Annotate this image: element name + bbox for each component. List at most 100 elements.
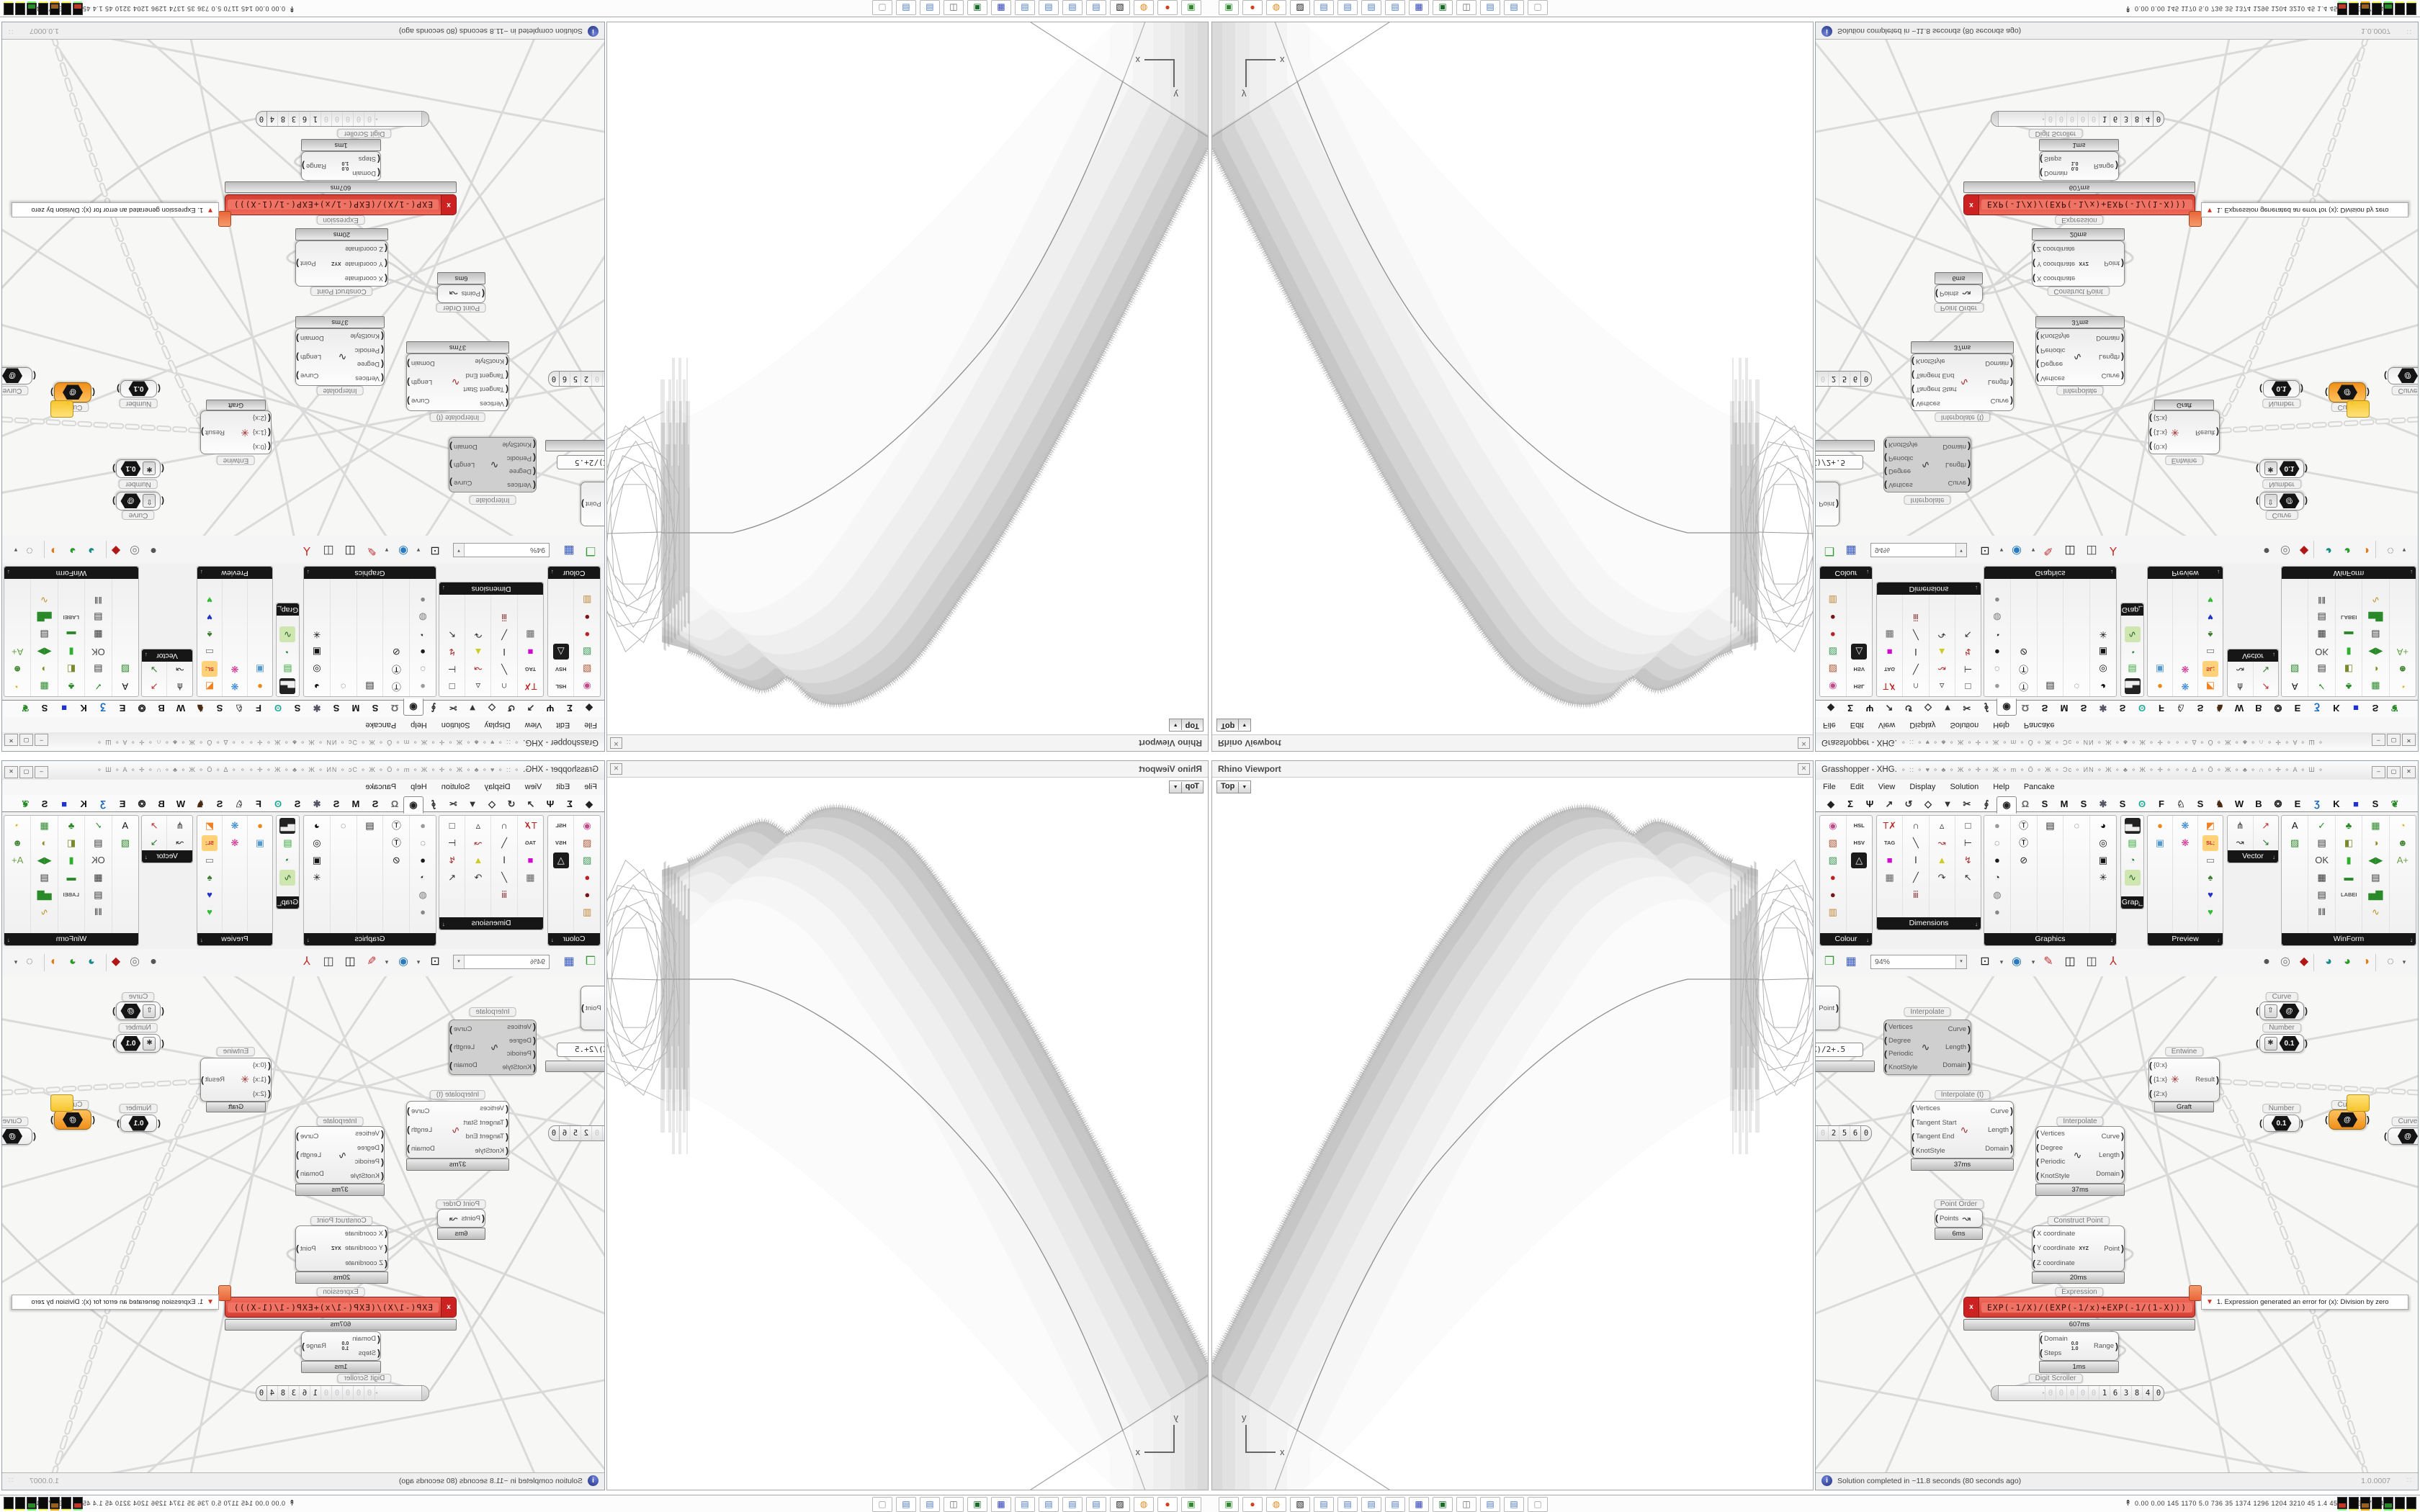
output-port[interactable]: ) xyxy=(2115,161,2118,171)
number-param-2[interactable]: (0.1) xyxy=(117,1115,161,1132)
pie-chart-icon[interactable]: ◑ xyxy=(41,837,48,848)
output-port[interactable]: ) xyxy=(407,1125,410,1135)
list-icon[interactable]: ▤ xyxy=(2371,629,2380,640)
number-param-1[interactable]: (✱ 0.1) xyxy=(112,1034,164,1053)
tag-icon[interactable]: TAG xyxy=(1883,666,1896,672)
line-chart-icon[interactable]: ∿ xyxy=(2371,595,2380,606)
tab-s1[interactable]: S xyxy=(372,798,379,809)
close-icon[interactable]: ✕ xyxy=(610,737,622,749)
monitor-sphere-icon[interactable]: ▣ xyxy=(255,837,265,848)
grid-green-icon[interactable]: ▦ xyxy=(40,820,49,831)
pie-globe-icon[interactable]: ◔ xyxy=(284,855,291,865)
cube-green-icon[interactable]: ◧ xyxy=(66,837,76,848)
canvas-zoom-input[interactable]: 94% ▾ xyxy=(1870,543,1967,557)
menu-item-pancake[interactable]: Pancake xyxy=(365,783,397,791)
curve-red-icon[interactable]: ↝ xyxy=(474,837,483,848)
maximize-icon[interactable]: ▢ xyxy=(19,734,33,746)
tab-e[interactable]: E xyxy=(119,703,126,714)
grasshopper-titlebar[interactable]: Grasshopper - XHG. ⚬ :: ⚬ ♥ ⚬ ♣ ⚬ Ж ⚬ ✛ … xyxy=(2,761,604,780)
tab-curve[interactable]: ↺ xyxy=(1904,798,1913,809)
output-port[interactable]: ) xyxy=(302,161,305,171)
tab-brain[interactable]: ❂ xyxy=(2274,798,2282,809)
app-disk-icon[interactable]: ▦ xyxy=(991,1497,1011,1512)
heart-mesh-icon[interactable]: ♥ xyxy=(2208,612,2213,623)
input-port[interactable]: ( xyxy=(2384,371,2387,381)
input-port[interactable]: ( xyxy=(268,1060,271,1071)
dim-horizontal-icon[interactable]: ⊢ xyxy=(447,664,457,675)
selection-region-button[interactable]: ◌ xyxy=(2387,955,2394,968)
sort-icon[interactable]: ⋔ xyxy=(176,820,184,831)
ribbon-panel-label[interactable]: Graphics ↓ xyxy=(1984,933,2116,945)
ellipse-icon[interactable]: ● xyxy=(420,595,426,606)
digit-cell-decimal[interactable]: 0 xyxy=(1860,372,1871,386)
spheres-cool-icon[interactable]: ❋ xyxy=(230,820,239,831)
sort-icon[interactable]: ⋔ xyxy=(2236,820,2244,831)
dim-horizontal-icon[interactable]: ⊢ xyxy=(1963,837,1973,848)
text-outline-icon[interactable]: Ⓣ xyxy=(2019,820,2029,831)
sphere-green-button[interactable]: ◕ xyxy=(69,544,76,557)
tab-display-selected[interactable]: ◉ xyxy=(1996,796,2017,814)
ribbon-panel-label[interactable]: Graphics ↓ xyxy=(304,567,436,579)
digit-cell[interactable]: 4 xyxy=(267,112,278,126)
blob-icon[interactable]: ● xyxy=(420,647,426,657)
input-port[interactable]: ( xyxy=(533,1022,536,1032)
tab-m[interactable]: M xyxy=(351,798,360,809)
arrows-green-icon[interactable]: ↘ xyxy=(2262,837,2270,847)
arrows-green-icon[interactable]: ↘ xyxy=(2262,665,2270,675)
tab-plant[interactable]: ❦ xyxy=(21,703,30,714)
speaker-button[interactable]: ◫ xyxy=(323,544,334,557)
expression-error[interactable]: x EXP(-1/X)/(EXP(-1/x)+EXP(-1/(1-X))) xyxy=(225,194,457,215)
tab-m[interactable]: M xyxy=(2060,798,2069,809)
range[interactable]: (Domain(Steps 0.0 1.0 Range) xyxy=(2039,151,2119,181)
output-port[interactable]: ) xyxy=(2216,1074,2219,1085)
tab-f[interactable]: F xyxy=(2159,798,2164,809)
app-notepad2-icon[interactable]: ▤ xyxy=(1337,0,1358,15)
app-gimp-icon[interactable]: ▧ xyxy=(1110,0,1130,15)
panel-expand-icon[interactable]: ↓ xyxy=(307,937,310,943)
input-port[interactable]: ( xyxy=(2325,1115,2328,1125)
input-port[interactable]: ( xyxy=(1884,1022,1887,1032)
input-port[interactable]: ( xyxy=(2033,1243,2035,1254)
app-scroll2-icon[interactable]: ▤ xyxy=(896,1497,916,1512)
ellipse-orange-icon[interactable]: ● xyxy=(2157,681,2163,692)
app-scroll2-icon[interactable]: ▤ xyxy=(1504,0,1524,15)
dim-ticks-icon[interactable]: ⅲ xyxy=(1912,612,1919,623)
panel-expand-icon[interactable]: ↓ xyxy=(2138,606,2141,612)
output-port[interactable]: ) xyxy=(2121,352,2124,362)
cage-icon[interactable]: □ xyxy=(1965,681,1971,692)
output-port[interactable]: ) xyxy=(201,427,204,438)
curve-red-icon[interactable]: ↝ xyxy=(474,664,483,675)
line-icon[interactable]: ╲ xyxy=(1912,664,1919,675)
app-scroll1-icon[interactable]: ▤ xyxy=(1480,0,1500,15)
interpolate-1[interactable]: (Vertices(Degree(Periodic(KnotStyle ∿ Curv… xyxy=(1883,437,1971,492)
ring-icon[interactable]: ◔ xyxy=(1994,872,2000,883)
tab-sets[interactable]: Ψ xyxy=(1865,703,1874,714)
pie-chart-icon[interactable]: ◑ xyxy=(41,664,48,675)
digit-cell-decimal[interactable]: 0 xyxy=(256,112,267,126)
output-port[interactable]: ) xyxy=(1836,1003,1839,1013)
output-port[interactable]: ) xyxy=(296,1169,299,1179)
rhino-viewport-canvas[interactable]: Top▼ y x xyxy=(1212,22,1813,735)
selection-dropdown[interactable]: ▾ xyxy=(2402,546,2406,554)
slider-track[interactable] xyxy=(1999,112,2043,126)
chevron-down-icon[interactable]: ▼ xyxy=(1173,719,1182,730)
input-port[interactable]: ( xyxy=(385,1258,387,1269)
mirror-icon[interactable]: ◀▶ xyxy=(2368,855,2383,865)
link-icon[interactable]: ⊘ xyxy=(2020,855,2028,865)
listbox-icon[interactable]: ▤ xyxy=(94,612,103,623)
tab-s3[interactable]: S xyxy=(294,798,301,809)
zoom-extents-dropdown[interactable]: ▾ xyxy=(1999,958,2004,966)
digit-cell-decimal[interactable]: 0 xyxy=(2153,112,2164,126)
tab-mesh[interactable]: ▼ xyxy=(467,703,478,714)
output-port[interactable]: ) xyxy=(296,371,299,381)
input-port[interactable]: ( xyxy=(161,1038,164,1048)
arrows-red-icon[interactable]: ↗ xyxy=(150,820,158,831)
chevron-down-icon[interactable]: ▾ xyxy=(1955,544,1966,557)
input-port[interactable]: ( xyxy=(2036,1143,2039,1153)
app-gimp-icon[interactable]: ▧ xyxy=(1290,1497,1310,1512)
tab-params[interactable]: ◆ xyxy=(1827,798,1834,809)
input-port[interactable]: ( xyxy=(2256,464,2259,474)
digit-cell[interactable]: 1 xyxy=(310,112,321,126)
cube-green-icon[interactable]: ◧ xyxy=(2344,664,2354,675)
ribbon-panel-label[interactable]: Graphics ↓ xyxy=(304,933,436,945)
